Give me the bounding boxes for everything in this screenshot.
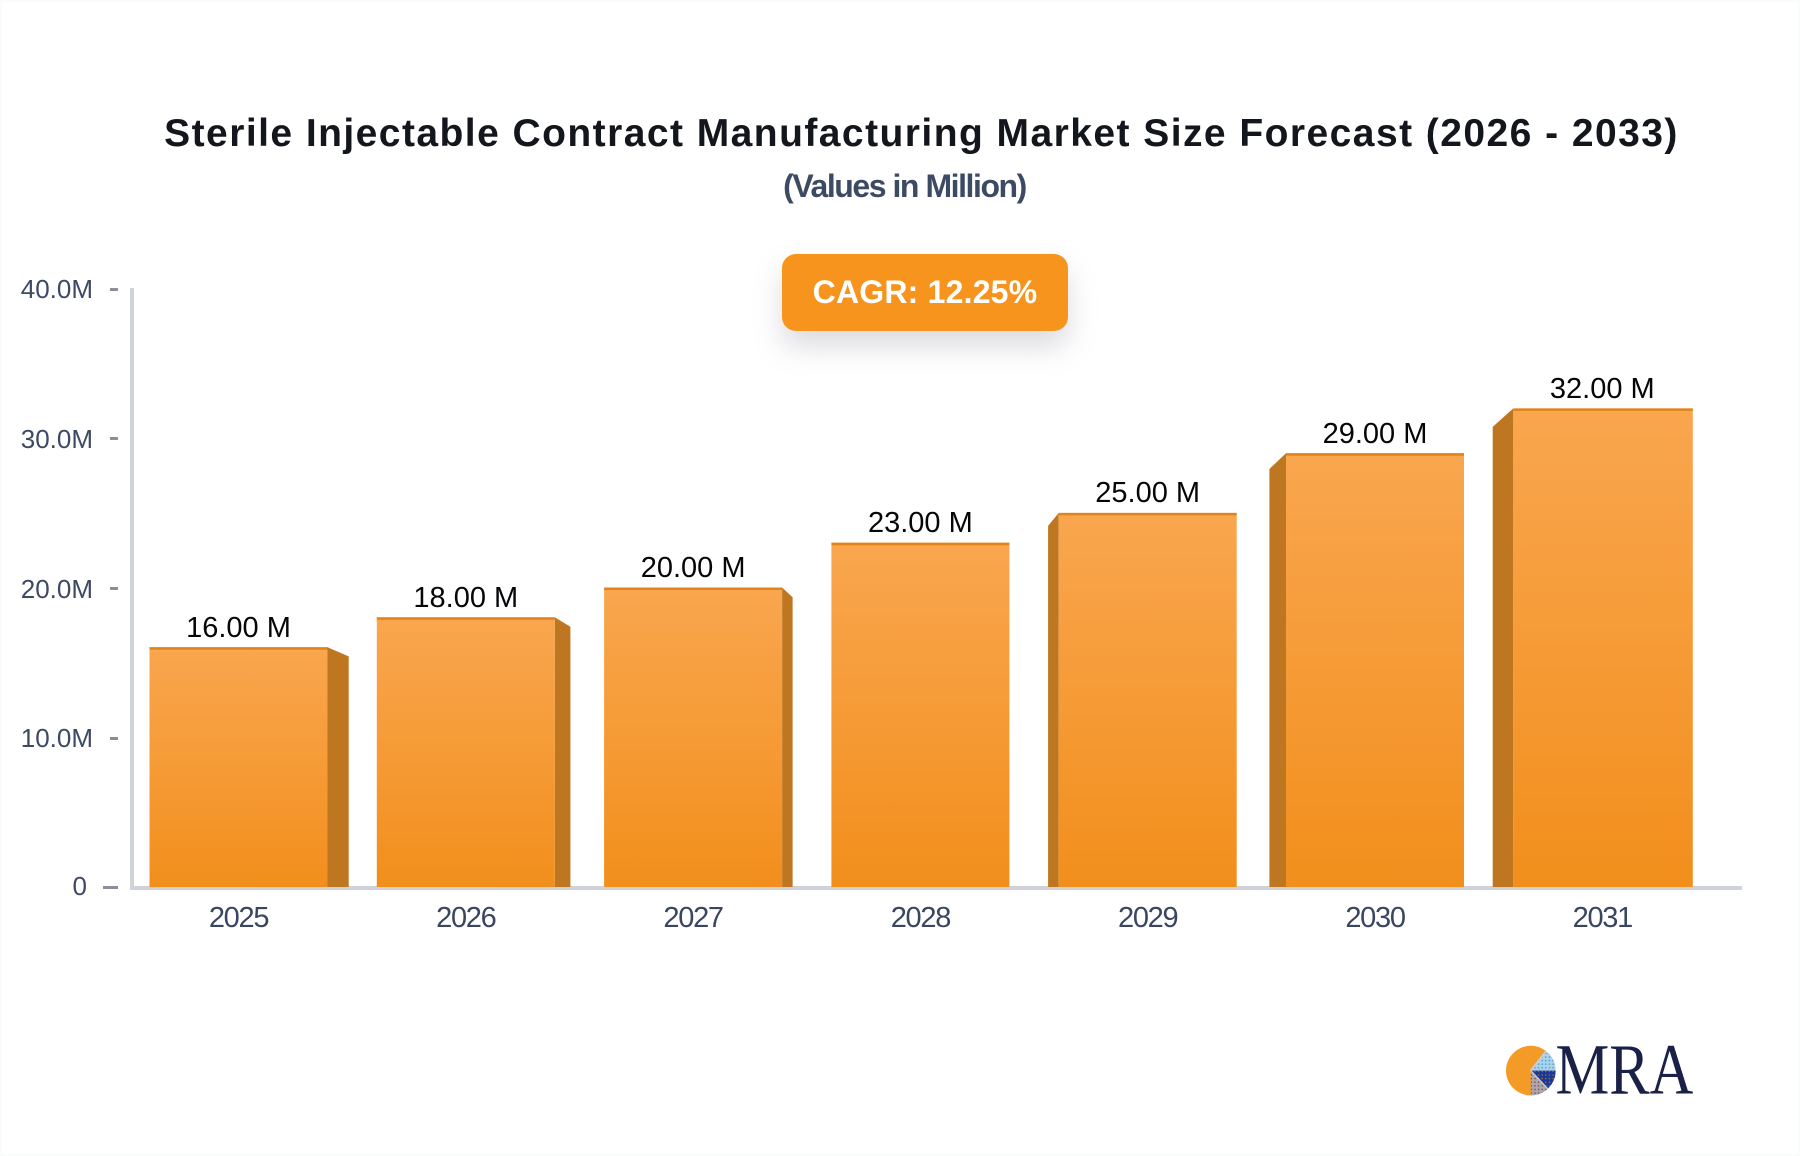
svg-text:MRA: MRA (1556, 1031, 1694, 1110)
